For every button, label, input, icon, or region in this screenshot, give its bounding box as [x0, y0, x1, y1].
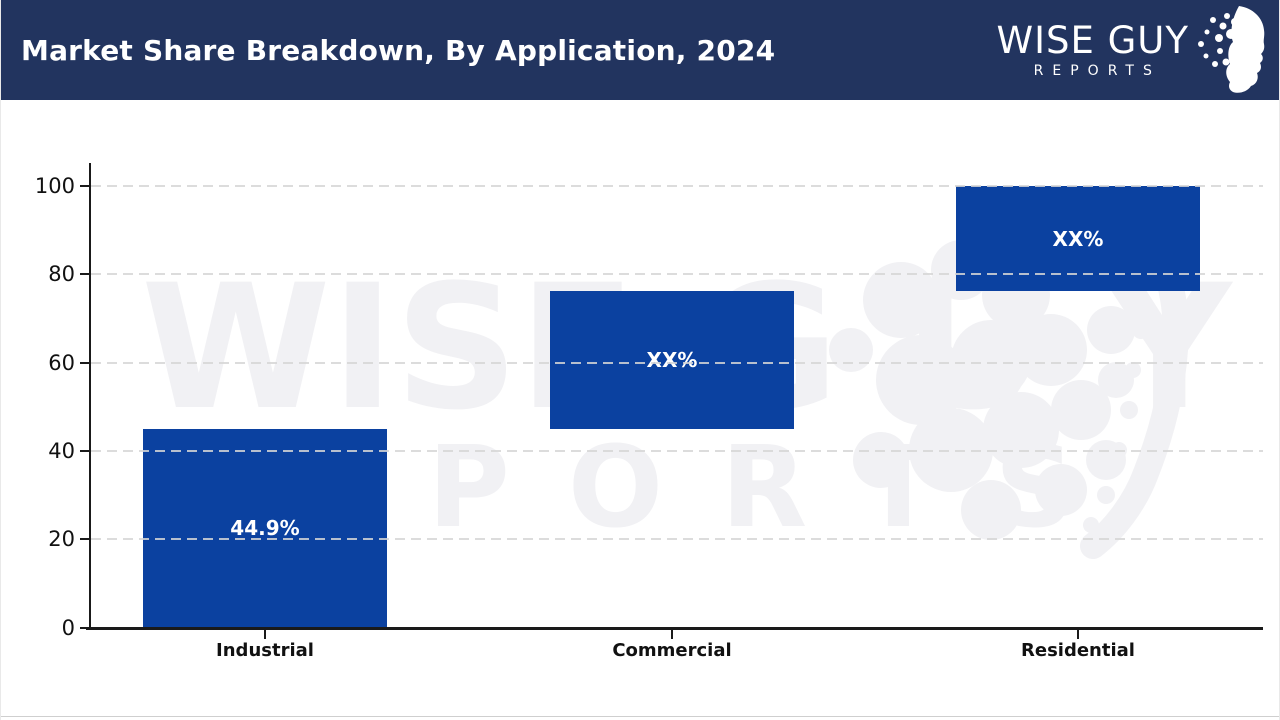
y-tick-0	[80, 626, 89, 629]
x-tick-industrial	[264, 630, 266, 639]
wiseguy-face-icon	[1198, 6, 1265, 93]
logo-brand-subtitle: REPORTS	[1033, 63, 1161, 79]
y-axis-line	[89, 163, 91, 629]
gridline-60	[91, 361, 1263, 364]
x-axis-line	[86, 627, 1263, 630]
x-tick-commercial	[671, 630, 673, 639]
y-tick-40	[80, 449, 89, 452]
y-tick-100	[80, 185, 89, 187]
wiseguy-logo-text: WISE GUY REPORTS	[997, 22, 1189, 78]
bar-value-label: XX%	[646, 348, 698, 373]
gridline-80	[91, 273, 1263, 276]
bar-residential: XX%	[956, 186, 1200, 292]
x-tick-residential	[1077, 630, 1079, 639]
x-category-label-residential: Residential	[1021, 640, 1135, 661]
gridline-100	[91, 185, 1263, 187]
logo-brand-name: WISE GUY	[996, 19, 1189, 62]
gridline-20	[91, 538, 1263, 541]
y-tick-label-20: 20	[48, 527, 75, 552]
gridline-40	[91, 449, 1263, 452]
wiseguy-logo: WISE GUY REPORTS	[997, 6, 1267, 94]
y-tick-label-100: 100	[34, 174, 75, 198]
header: Market Share Breakdown, By Application, …	[1, 0, 1279, 100]
footer-divider	[1, 716, 1279, 717]
y-tick-label-60: 60	[48, 350, 75, 375]
y-tick-60	[80, 361, 89, 364]
x-category-label-commercial: Commercial	[612, 640, 732, 661]
bar-value-label: 44.9%	[230, 516, 300, 541]
bar-industrial: 44.9%	[143, 429, 387, 628]
y-tick-label-80: 80	[48, 262, 75, 287]
bar-value-label: XX%	[1052, 226, 1104, 251]
y-tick-label-0: 0	[61, 615, 75, 640]
page-title: Market Share Breakdown, By Application, …	[21, 33, 776, 67]
y-tick-20	[80, 538, 89, 541]
x-category-label-industrial: Industrial	[216, 640, 314, 661]
y-tick-label-40: 40	[48, 438, 75, 463]
bar-commercial: XX%	[550, 291, 794, 430]
y-tick-80	[80, 273, 89, 276]
